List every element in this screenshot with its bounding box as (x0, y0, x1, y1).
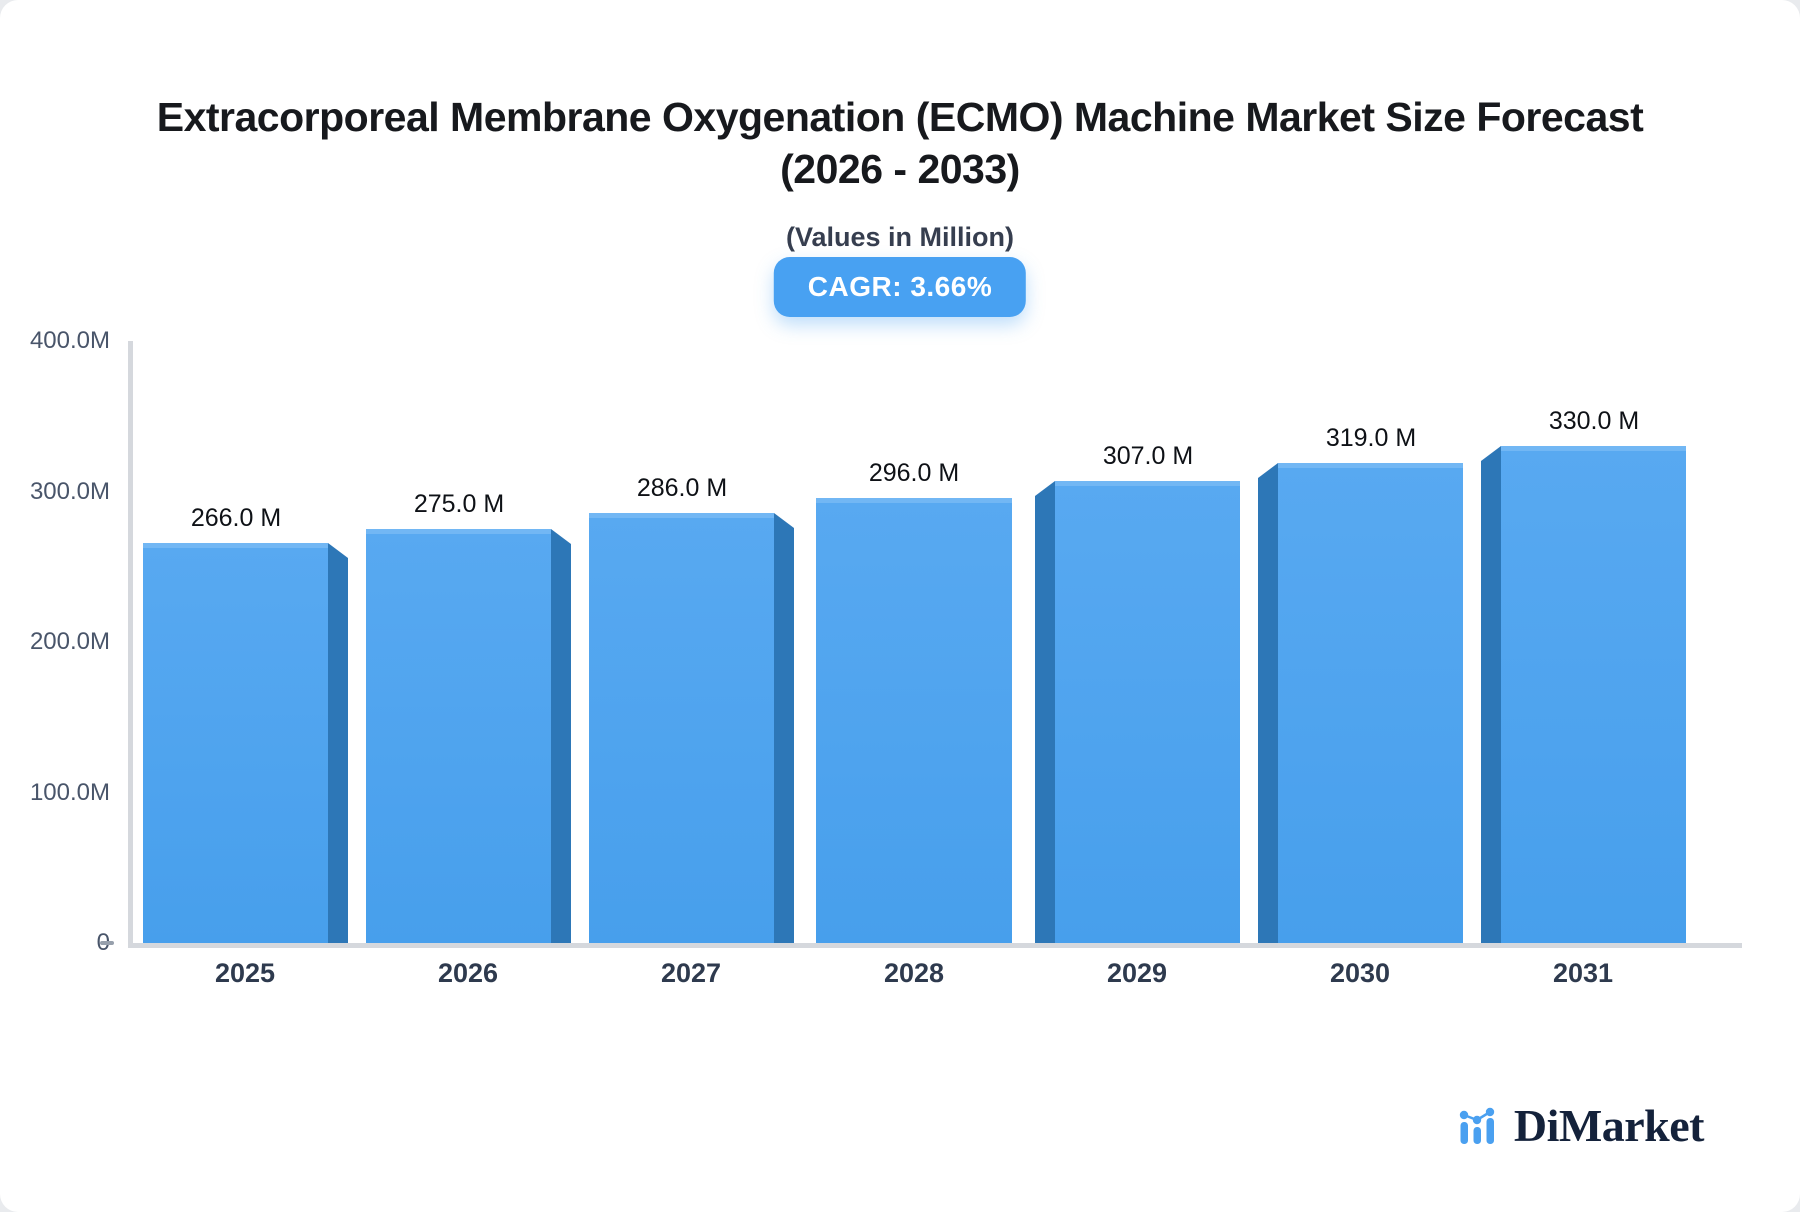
bar-value-label: 275.0 M (413, 490, 505, 518)
x-axis-label: 2028 (883, 958, 945, 988)
bar (1501, 446, 1686, 943)
bar (1278, 463, 1463, 943)
bar-chart-logo-icon (1459, 1107, 1495, 1144)
zero-tick-dash (100, 941, 114, 945)
bar-3d-side (1258, 463, 1278, 943)
y-axis-tick-label: 300.0M (29, 478, 110, 505)
y-axis-line (128, 341, 133, 948)
bar-top-highlight (589, 513, 774, 518)
x-axis-label: 2031 (1552, 958, 1614, 988)
bar-top-highlight (1501, 446, 1686, 451)
bar-3d-side (774, 513, 794, 943)
bar-3d-side (551, 529, 571, 943)
bar-top-highlight (1055, 481, 1240, 486)
y-axis-tick-label: 400.0M (29, 327, 110, 354)
brand-logo: DiMarket (1458, 1096, 1705, 1156)
x-axis-label: 2030 (1329, 958, 1391, 988)
bar-value-label: 296.0 M (868, 459, 960, 487)
bar-top-highlight (366, 529, 551, 534)
chart-title-line2: (2026 - 2033) (780, 146, 1020, 192)
bar-3d-side (1035, 481, 1055, 943)
cagr-badge: CAGR: 3.66% (773, 257, 1027, 317)
bar (1055, 481, 1240, 943)
bar (366, 529, 551, 943)
y-axis-tick-label: 0 (0, 928, 110, 958)
bar-value-label: 330.0 M (1548, 407, 1640, 435)
brand-name: DiMarket (1513, 1100, 1705, 1151)
bar-value-label: 307.0 M (1102, 442, 1194, 470)
x-axis-baseline (128, 943, 1742, 948)
x-axis-label: 2025 (214, 958, 276, 988)
chart-subtitle: (Values in Million) (785, 222, 1015, 252)
bar (143, 543, 328, 943)
x-axis-label: 2027 (660, 958, 722, 988)
bar-value-label: 266.0 M (190, 504, 282, 532)
x-axis-label: 2026 (437, 958, 499, 988)
bar-3d-side (1481, 446, 1501, 943)
bar-top-highlight (143, 543, 328, 548)
bar-value-label: 286.0 M (636, 474, 728, 502)
bar-3d-side (328, 543, 348, 943)
y-axis-tick-label: 200.0M (29, 628, 110, 655)
bar-top-highlight (1278, 463, 1463, 468)
chart-title-line1: Extracorporeal Membrane Oxygenation (ECM… (156, 94, 1644, 140)
y-axis-tick-label: 100.0M (29, 779, 110, 806)
bar (816, 498, 1012, 943)
bar-top-highlight (816, 498, 1012, 503)
bar-value-label: 319.0 M (1325, 424, 1417, 452)
bar (589, 513, 774, 943)
x-axis-label: 2029 (1106, 958, 1168, 988)
